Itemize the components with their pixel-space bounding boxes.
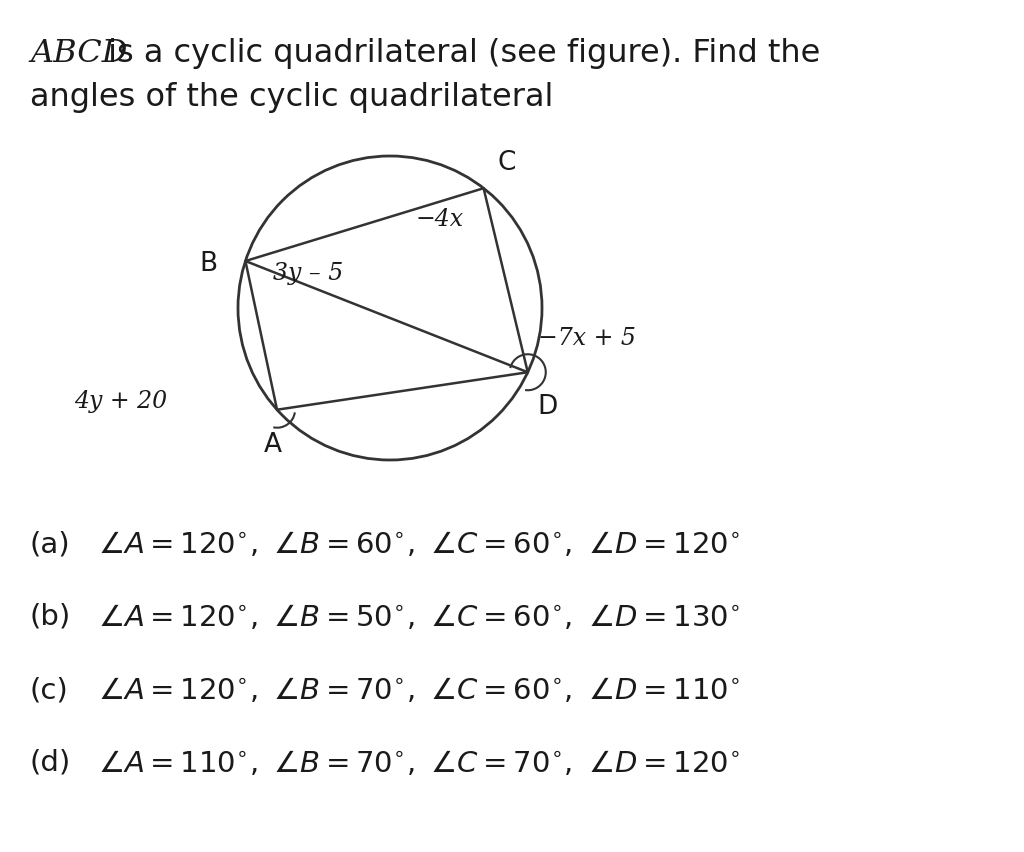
Text: 3y – 5: 3y – 5 <box>273 262 344 285</box>
Text: 4y + 20: 4y + 20 <box>74 390 167 413</box>
Text: angles of the cyclic quadrilateral: angles of the cyclic quadrilateral <box>30 82 553 113</box>
Text: ABCD: ABCD <box>30 38 127 69</box>
Text: (a): (a) <box>30 530 71 558</box>
Text: (c): (c) <box>30 676 69 704</box>
Text: B: B <box>200 251 217 277</box>
Text: −4x: −4x <box>416 208 464 231</box>
Text: $\angle A=120^{\circ},\ \angle B=60^{\circ},\ \angle C=60^{\circ},\ \angle D=120: $\angle A=120^{\circ},\ \angle B=60^{\ci… <box>98 530 740 559</box>
Text: C: C <box>498 150 516 176</box>
Text: D: D <box>538 394 558 420</box>
Text: −7x + 5: −7x + 5 <box>538 327 636 350</box>
Text: $\angle A=120^{\circ},\ \angle B=50^{\circ},\ \angle C=60^{\circ},\ \angle D=130: $\angle A=120^{\circ},\ \angle B=50^{\ci… <box>98 603 740 632</box>
Text: is a cyclic quadrilateral (see figure). Find the: is a cyclic quadrilateral (see figure). … <box>98 38 820 69</box>
Text: (b): (b) <box>30 603 72 631</box>
Text: $\angle A=110^{\circ},\ \angle B=70^{\circ},\ \angle C=70^{\circ},\ \angle D=120: $\angle A=110^{\circ},\ \angle B=70^{\ci… <box>98 749 740 778</box>
Text: $\angle A=120^{\circ},\ \angle B=70^{\circ},\ \angle C=60^{\circ},\ \angle D=110: $\angle A=120^{\circ},\ \angle B=70^{\ci… <box>98 676 740 705</box>
Text: A: A <box>264 432 282 458</box>
Text: (d): (d) <box>30 749 72 777</box>
